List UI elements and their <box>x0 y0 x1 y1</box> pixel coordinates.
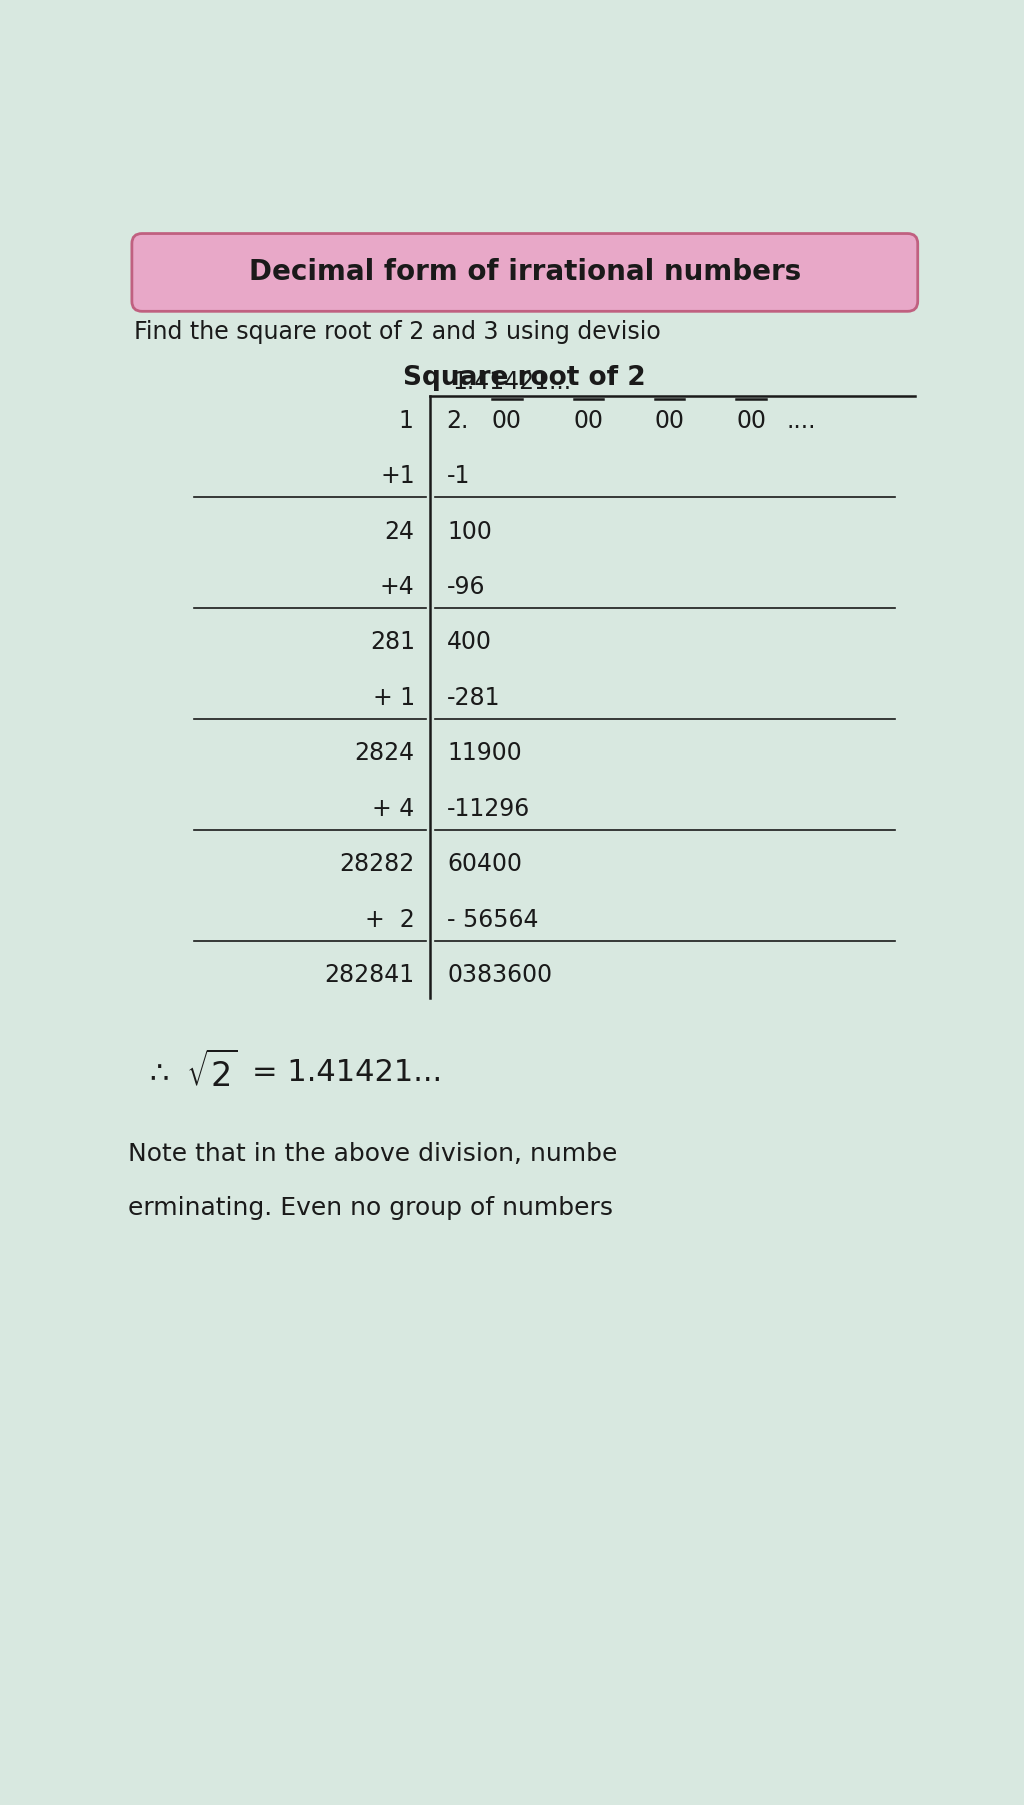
Text: Decimal form of irrational numbers: Decimal form of irrational numbers <box>249 258 801 287</box>
Text: 24: 24 <box>385 520 415 543</box>
Text: Note that in the above division, numbe: Note that in the above division, numbe <box>128 1143 617 1166</box>
Text: erminating. Even no group of numbers: erminating. Even no group of numbers <box>128 1195 613 1220</box>
Text: 60400: 60400 <box>447 852 522 875</box>
Text: 00: 00 <box>492 408 522 433</box>
Text: 11900: 11900 <box>447 742 522 765</box>
Text: $\therefore$: $\therefore$ <box>143 1058 169 1087</box>
Text: - 56564: - 56564 <box>447 908 539 931</box>
Text: +1: +1 <box>380 464 415 487</box>
Text: 0383600: 0383600 <box>447 964 552 987</box>
Text: 281: 281 <box>370 630 415 655</box>
Text: + 4: + 4 <box>373 796 415 821</box>
Text: -1: -1 <box>447 464 471 487</box>
FancyBboxPatch shape <box>132 233 918 310</box>
Text: = 1.41421...: = 1.41421... <box>252 1058 442 1087</box>
Text: 400: 400 <box>447 630 493 655</box>
Text: 2824: 2824 <box>354 742 415 765</box>
Text: 00: 00 <box>654 408 685 433</box>
Text: 28282: 28282 <box>340 852 415 875</box>
Text: 2.: 2. <box>445 408 468 433</box>
Text: ....: .... <box>786 408 816 433</box>
Text: 1.41421...: 1.41421... <box>452 370 571 393</box>
Text: 282841: 282841 <box>325 964 415 987</box>
Text: 00: 00 <box>573 408 603 433</box>
Text: +  2: + 2 <box>365 908 415 931</box>
Text: + 1: + 1 <box>373 686 415 709</box>
Text: 00: 00 <box>736 408 766 433</box>
Text: 1: 1 <box>398 408 414 433</box>
Text: 100: 100 <box>447 520 493 543</box>
Text: +4: +4 <box>380 576 415 599</box>
Text: -281: -281 <box>447 686 501 709</box>
Text: -96: -96 <box>447 576 485 599</box>
Text: -11296: -11296 <box>447 796 530 821</box>
Text: $\sqrt{2}$: $\sqrt{2}$ <box>186 1052 238 1094</box>
Text: Square root of 2: Square root of 2 <box>403 365 646 392</box>
Text: Find the square root of 2 and 3 using devisio: Find the square root of 2 and 3 using de… <box>134 319 660 345</box>
